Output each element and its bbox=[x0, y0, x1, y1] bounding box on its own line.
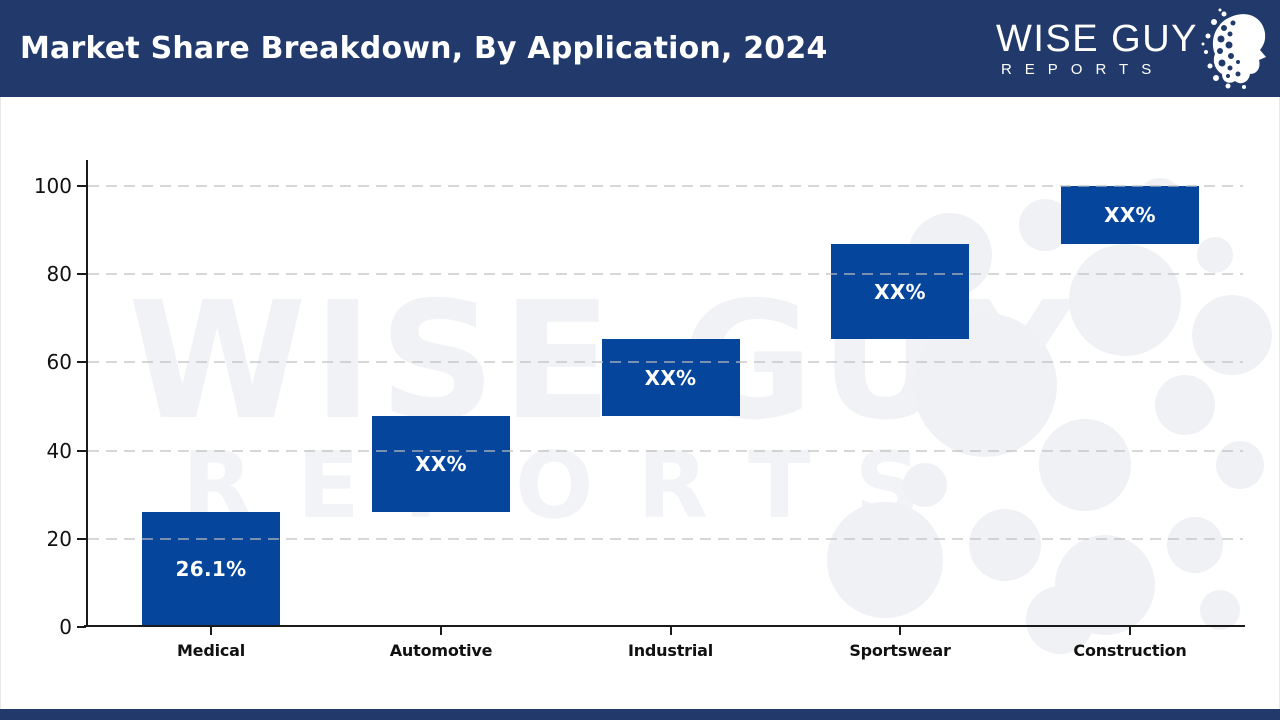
bar-segment-medical: 26.1% bbox=[142, 511, 280, 627]
bar-value-label: XX% bbox=[415, 452, 467, 477]
category-label-automotive: Automotive bbox=[389, 641, 493, 660]
logo-face-icon bbox=[1201, 8, 1266, 89]
chart-title: Market Share Breakdown, By Application, … bbox=[20, 31, 828, 66]
y-tick-label-40: 40 bbox=[46, 438, 72, 463]
x-tick-mark-medical bbox=[210, 627, 212, 635]
category-label-sportswear: Sportswear bbox=[849, 641, 951, 660]
gridline-80 bbox=[88, 273, 1243, 276]
bar-value-label: XX% bbox=[874, 279, 926, 304]
y-tick-label-0: 0 bbox=[59, 615, 72, 639]
y-tick-label-80: 80 bbox=[46, 262, 72, 287]
y-tick-mark-40 bbox=[77, 449, 86, 452]
y-tick-label-60: 60 bbox=[46, 350, 72, 375]
y-axis-line bbox=[86, 160, 88, 627]
brand-logo-text: WISE GUY REPORTS bbox=[995, 18, 1198, 78]
y-tick-label-20: 20 bbox=[46, 526, 72, 551]
gridline-40 bbox=[88, 449, 1243, 452]
x-tick-mark-automotive bbox=[440, 627, 442, 635]
x-axis-line bbox=[84, 625, 1245, 627]
logo-subtitle: REPORTS bbox=[1000, 60, 1165, 78]
bar-segment-sportswear: XX% bbox=[831, 244, 969, 340]
x-tick-mark-construction bbox=[1129, 627, 1131, 635]
y-tick-mark-80 bbox=[77, 273, 86, 276]
bar-segment-industrial: XX% bbox=[601, 339, 740, 417]
bar-segment-construction: XX% bbox=[1061, 186, 1199, 245]
gridline-20 bbox=[88, 537, 1243, 540]
bar-value-label: XX% bbox=[1104, 203, 1156, 228]
category-label-construction: Construction bbox=[1073, 641, 1187, 660]
category-label-industrial: Industrial bbox=[627, 641, 714, 660]
x-tick-mark-industrial bbox=[669, 627, 672, 635]
x-tick-mark-sportswear bbox=[899, 627, 901, 635]
logo-wordmark: WISE GUY bbox=[995, 18, 1198, 61]
y-tick-label-100: 100 bbox=[33, 174, 72, 198]
y-tick-mark-0 bbox=[77, 626, 86, 628]
gridline-100 bbox=[88, 185, 1243, 187]
y-tick-mark-20 bbox=[77, 537, 86, 540]
y-tick-mark-60 bbox=[77, 361, 86, 364]
category-label-medical: Medical bbox=[176, 641, 246, 660]
bar-segment-automotive: XX% bbox=[372, 416, 510, 512]
y-tick-mark-100 bbox=[77, 185, 86, 187]
bar-value-label: XX% bbox=[644, 365, 697, 390]
footer-bar bbox=[0, 709, 1280, 720]
gridline-60 bbox=[88, 361, 1243, 364]
brand-logo: WISE GUY REPORTS bbox=[996, 6, 1270, 92]
bar-value-label: 26.1% bbox=[175, 557, 247, 582]
header-bar: Market Share Breakdown, By Application, … bbox=[0, 0, 1280, 97]
plot-area: 0 20 40 60 80 100 26.1% XX% XX% XX% XX% Medical Auto… bbox=[34, 160, 1245, 660]
